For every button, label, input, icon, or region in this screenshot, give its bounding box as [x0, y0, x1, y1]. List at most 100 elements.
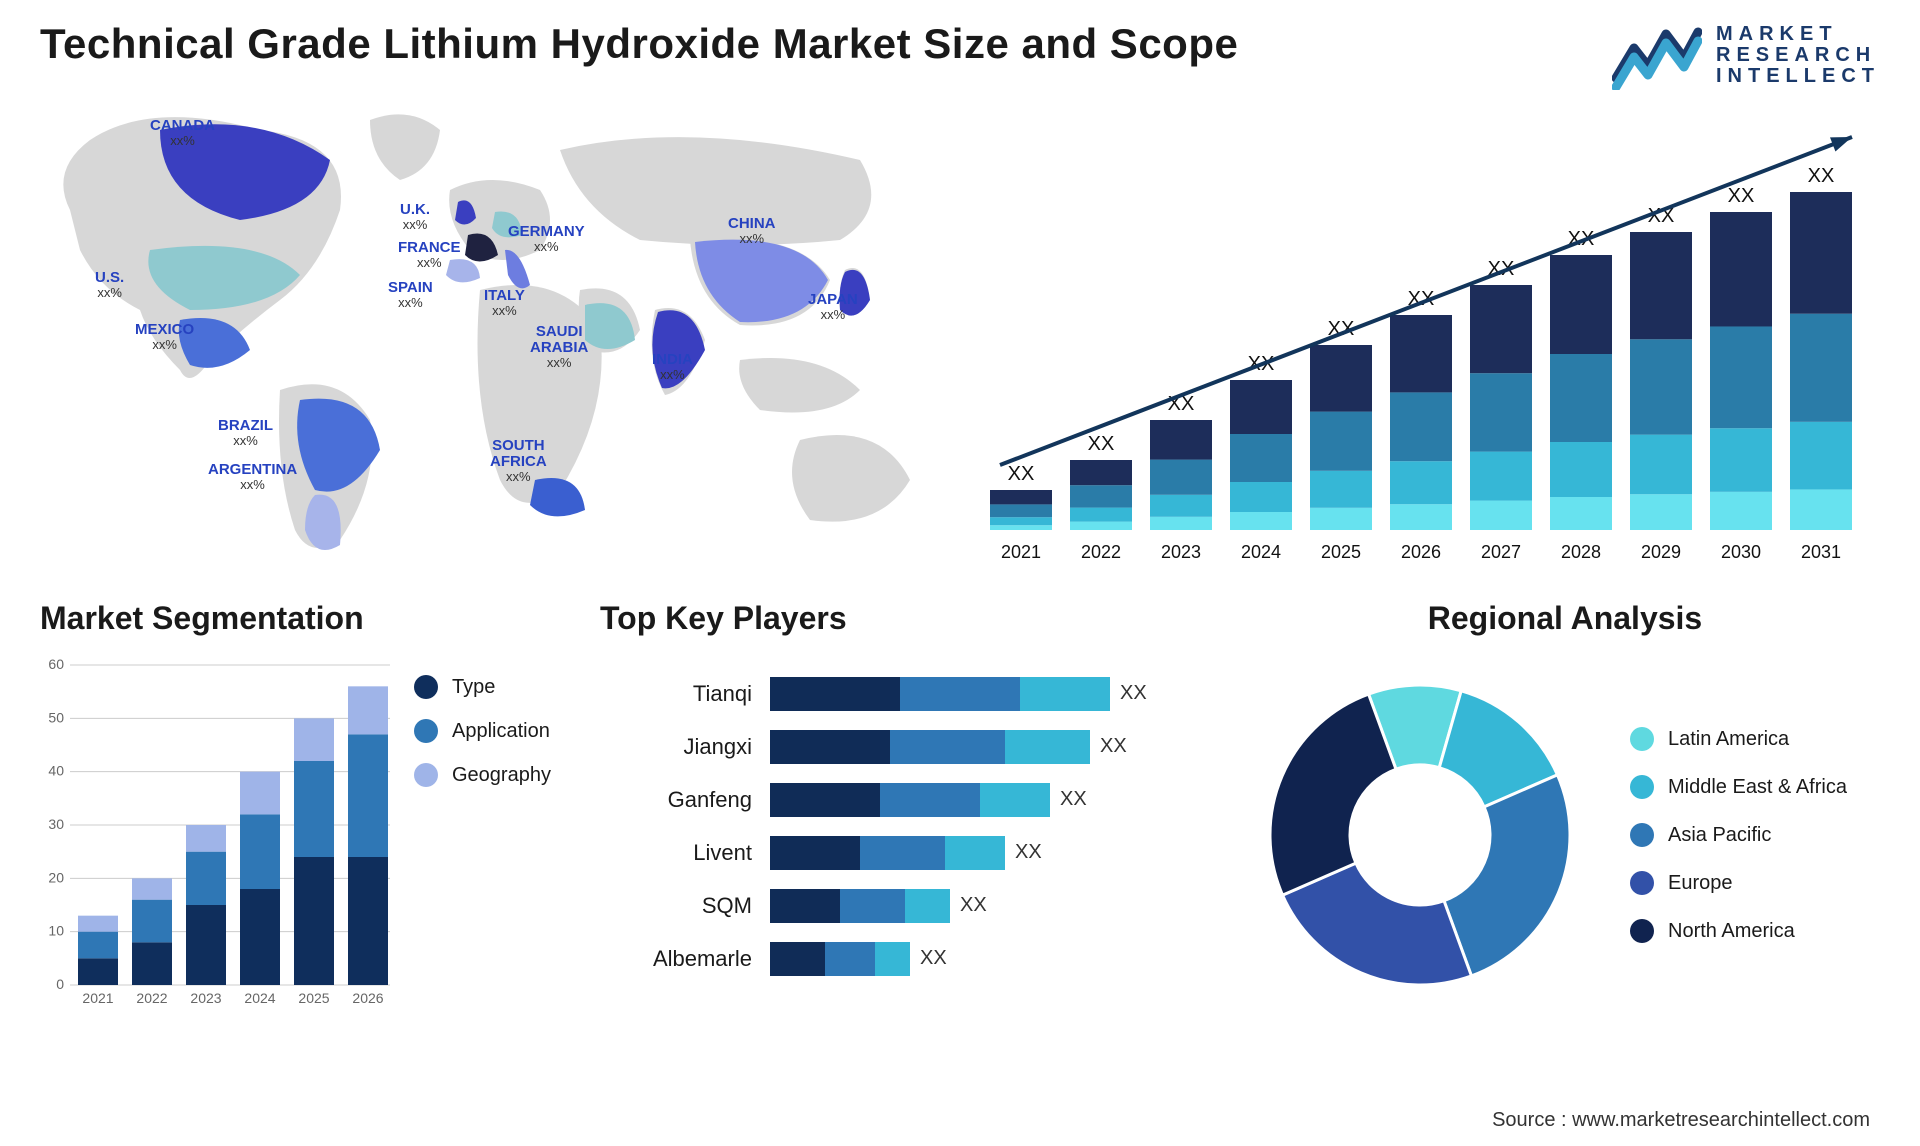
players-section: Top Key Players TianqiJiangxiGanfengLive… — [600, 600, 1220, 1040]
svg-text:XX: XX — [1088, 433, 1115, 455]
player-bar-segment — [880, 783, 980, 817]
player-bar-stack — [770, 889, 950, 923]
player-bar-sqm: XX — [770, 888, 1220, 924]
svg-text:XX: XX — [1008, 463, 1035, 485]
map-label-mexico: MEXICOxx% — [135, 322, 194, 351]
player-bar-segment — [900, 677, 1020, 711]
map-label-spain: SPAINxx% — [388, 280, 433, 309]
svg-text:60: 60 — [48, 656, 64, 672]
svg-text:2025: 2025 — [298, 990, 329, 1006]
svg-text:2026: 2026 — [352, 990, 383, 1006]
player-bar-segment — [770, 730, 890, 764]
logo-line2: RESEARCH — [1716, 45, 1880, 66]
svg-text:2025: 2025 — [1321, 542, 1361, 562]
region-legend-asia-pacific: Asia Pacific — [1630, 823, 1847, 847]
map-label-germany: GERMANYxx% — [508, 224, 585, 253]
regional-title: Regional Analysis — [1250, 600, 1880, 637]
svg-text:2026: 2026 — [1401, 542, 1441, 562]
player-bar-segment — [770, 942, 825, 976]
player-bar-segment — [860, 836, 945, 870]
player-label-jiangxi: Jiangxi — [600, 734, 770, 760]
legend-label: Application — [452, 720, 550, 743]
map-label-italy: ITALYxx% — [484, 288, 525, 317]
svg-text:2028: 2028 — [1561, 542, 1601, 562]
map-label-south-africa: SOUTHAFRICAxx% — [490, 438, 547, 483]
player-label-tianqi: Tianqi — [600, 681, 770, 707]
svg-text:2029: 2029 — [1641, 542, 1681, 562]
svg-text:2031: 2031 — [1801, 542, 1841, 562]
player-bar-segment — [905, 889, 950, 923]
player-bar-stack — [770, 942, 910, 976]
legend-label: Europe — [1668, 872, 1733, 895]
player-label-livent: Livent — [600, 840, 770, 866]
region-legend-latin-america: Latin America — [1630, 727, 1847, 751]
top-half: CANADAxx%U.S.xx%MEXICOxx%BRAZILxx%ARGENT… — [40, 100, 1880, 570]
player-bar-segment — [890, 730, 1005, 764]
svg-text:50: 50 — [48, 709, 64, 725]
legend-swatch — [1630, 775, 1654, 799]
svg-text:2021: 2021 — [82, 990, 113, 1006]
legend-label: Geography — [452, 764, 551, 787]
forecast-chart-svg: XX2021XX2022XX2023XX2024XX2025XX2026XX20… — [980, 100, 1880, 570]
map-label-u-s-: U.S.xx% — [95, 270, 124, 299]
map-label-brazil: BRAZILxx% — [218, 418, 273, 447]
svg-text:2022: 2022 — [1081, 542, 1121, 562]
segmentation-section: Market Segmentation 01020304050602021202… — [40, 600, 570, 1040]
map-label-saudi-arabia: SAUDIARABIAxx% — [530, 324, 588, 369]
player-bar-segment — [770, 889, 840, 923]
page-title: Technical Grade Lithium Hydroxide Market… — [40, 20, 1238, 68]
segmentation-chart: 0102030405060202120222023202420252026 — [40, 655, 390, 1015]
svg-text:2023: 2023 — [190, 990, 221, 1006]
svg-text:20: 20 — [48, 869, 64, 885]
map-label-u-k-: U.K.xx% — [400, 202, 430, 231]
region-legend-europe: Europe — [1630, 871, 1847, 895]
svg-text:2021: 2021 — [1001, 542, 1041, 562]
player-label-sqm: SQM — [600, 893, 770, 919]
segmentation-legend: TypeApplicationGeography — [414, 655, 551, 1015]
map-label-japan: JAPANxx% — [808, 292, 858, 321]
player-bar-albemarle: XX — [770, 941, 1220, 977]
seg-legend-geography: Geography — [414, 763, 551, 787]
brand-logo-text: MARKET RESEARCH INTELLECT — [1716, 24, 1880, 87]
svg-text:2022: 2022 — [136, 990, 167, 1006]
svg-text:2027: 2027 — [1481, 542, 1521, 562]
legend-label: North America — [1668, 920, 1795, 943]
player-bar-segment — [1020, 677, 1110, 711]
region-legend-north-america: North America — [1630, 919, 1847, 943]
map-label-argentina: ARGENTINAxx% — [208, 462, 297, 491]
players-labels: TianqiJiangxiGanfengLiventSQMAlbemarle — [600, 655, 770, 1015]
legend-swatch — [414, 719, 438, 743]
player-bar-stack — [770, 783, 1050, 817]
map-label-india: INDIAxx% — [652, 352, 693, 381]
svg-text:2024: 2024 — [1241, 542, 1281, 562]
legend-label: Asia Pacific — [1668, 824, 1771, 847]
svg-text:10: 10 — [48, 923, 64, 939]
player-value: XX — [1060, 788, 1087, 811]
player-bar-segment — [770, 677, 900, 711]
svg-text:2024: 2024 — [244, 990, 275, 1006]
world-map: CANADAxx%U.S.xx%MEXICOxx%BRAZILxx%ARGENT… — [40, 100, 940, 570]
legend-swatch — [1630, 823, 1654, 847]
seg-legend-application: Application — [414, 719, 551, 743]
legend-swatch — [1630, 919, 1654, 943]
svg-text:30: 30 — [48, 816, 64, 832]
player-bar-segment — [875, 942, 910, 976]
svg-text:XX: XX — [1808, 165, 1835, 187]
regional-legend: Latin America Middle East & Africa Asia Pa… — [1630, 727, 1847, 943]
region-legend-middle-east-africa: Middle East & Africa — [1630, 775, 1847, 799]
forecast-chart: XX2021XX2022XX2023XX2024XX2025XX2026XX20… — [980, 100, 1880, 570]
player-bar-segment — [825, 942, 875, 976]
legend-swatch — [414, 763, 438, 787]
player-bar-stack — [770, 836, 1005, 870]
legend-label: Middle East & Africa — [1668, 776, 1847, 799]
player-label-ganfeng: Ganfeng — [600, 787, 770, 813]
player-bar-ganfeng: XX — [770, 782, 1220, 818]
svg-text:XX: XX — [1728, 185, 1755, 207]
legend-swatch — [1630, 871, 1654, 895]
player-value: XX — [1015, 841, 1042, 864]
player-value: XX — [1100, 735, 1127, 758]
svg-text:2030: 2030 — [1721, 542, 1761, 562]
player-bar-jiangxi: XX — [770, 729, 1220, 765]
player-bar-segment — [980, 783, 1050, 817]
segmentation-title: Market Segmentation — [40, 600, 570, 637]
